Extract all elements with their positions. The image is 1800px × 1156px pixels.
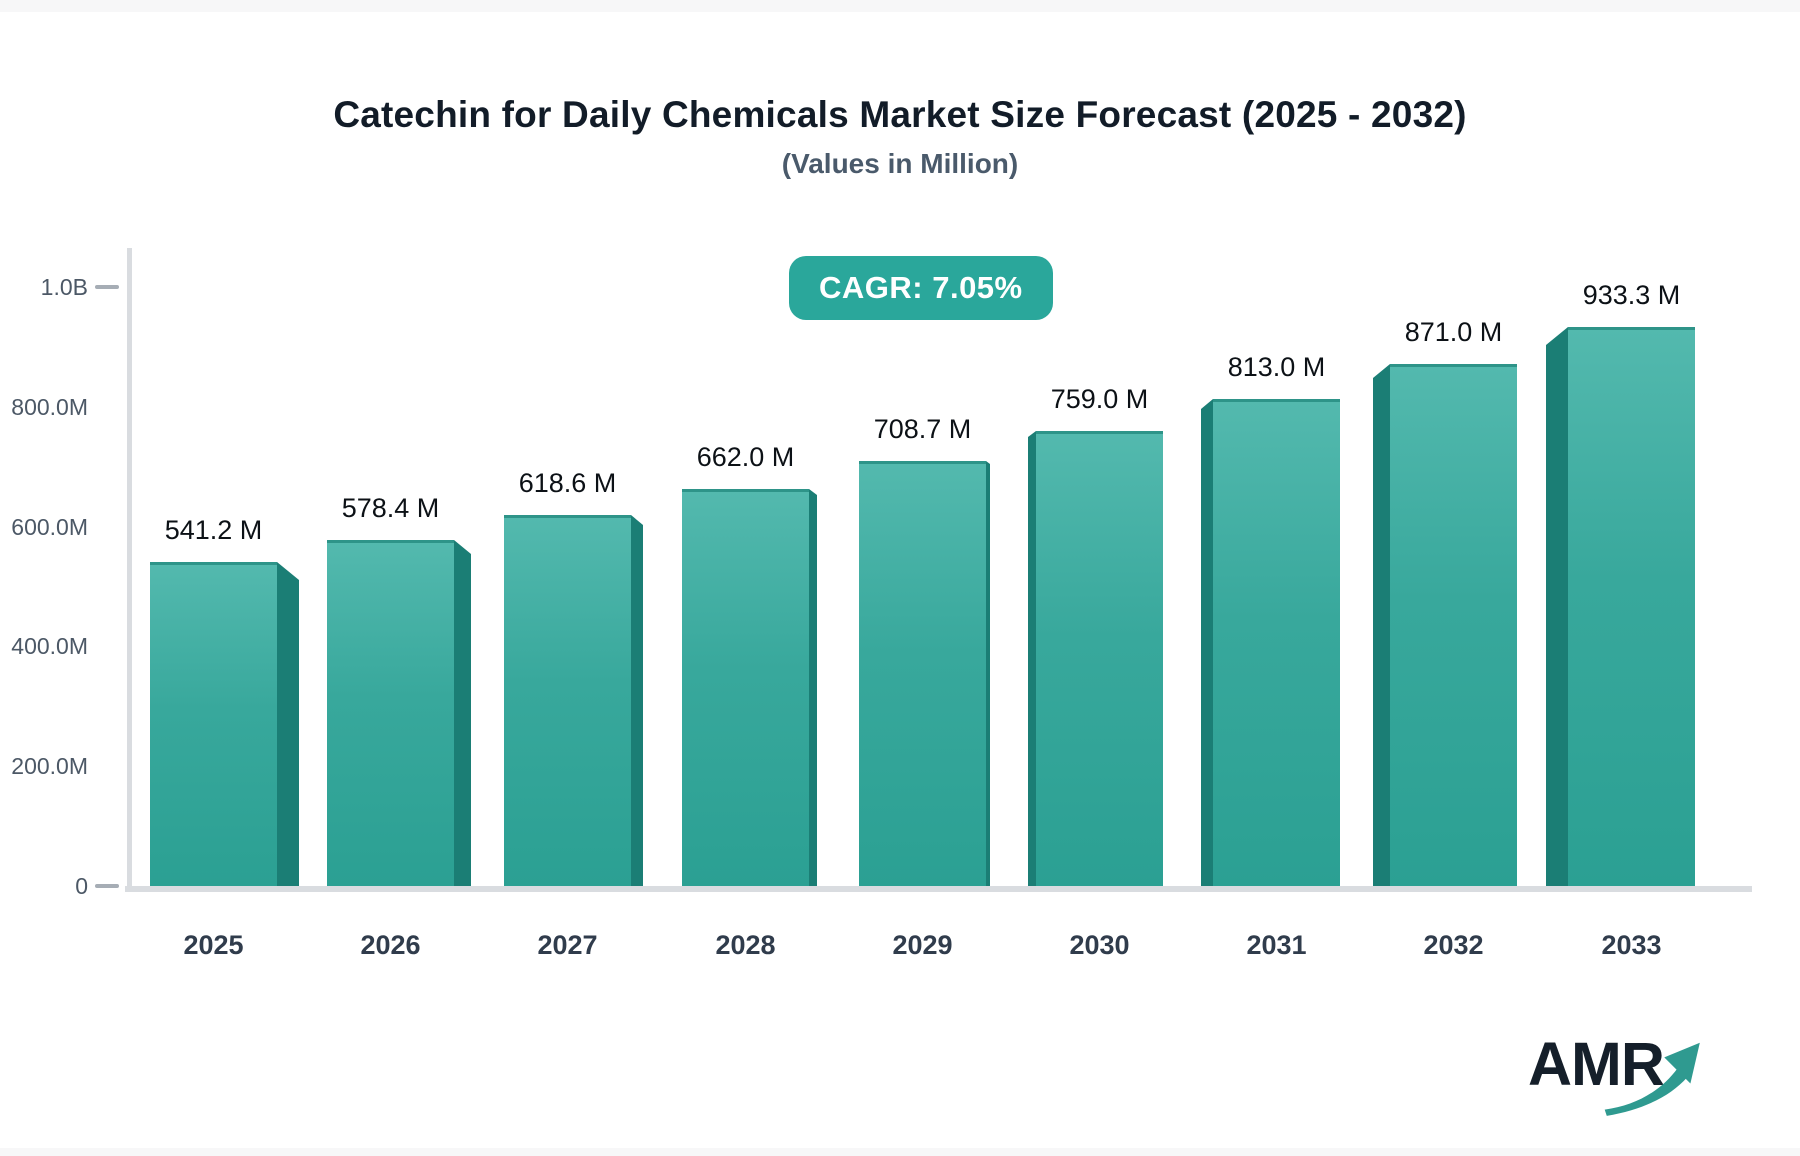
bar-value-label: 578.4 M <box>341 493 440 523</box>
bar-value-label: 541.2 M <box>164 515 263 545</box>
bar-side-face <box>1546 327 1568 886</box>
x-tick-label-2033: 2033 <box>1601 930 1662 960</box>
bar-side-face <box>1201 399 1213 886</box>
x-tick-label-2025: 2025 <box>183 930 244 960</box>
bar-2027[interactable] <box>504 515 631 886</box>
x-tick-label-2026: 2026 <box>360 930 421 960</box>
x-tick-label-2028: 2028 <box>715 930 776 960</box>
x-tick-label-2029: 2029 <box>892 930 953 960</box>
cagr-badge: CAGR: 7.05% <box>789 256 1053 320</box>
bar-side-face <box>986 461 990 886</box>
brand-logo: AMR <box>1528 1034 1718 1124</box>
bar-2033[interactable] <box>1568 327 1695 886</box>
y-tick-label: 200.0M <box>11 753 88 780</box>
y-tick-label: 600.0M <box>11 513 88 540</box>
chart-title: Catechin for Daily Chemicals Market Size… <box>333 94 1467 135</box>
y-tick-mark <box>95 285 119 289</box>
bar-value-label: 813.0 M <box>1227 352 1326 382</box>
bar-value-label: 933.3 M <box>1582 280 1681 310</box>
y-tick-label: 400.0M <box>11 633 88 660</box>
y-tick-label: 0 <box>75 873 88 899</box>
bar-side-face <box>1028 431 1036 886</box>
page-bottom-strip <box>0 1148 1800 1156</box>
bar-2026[interactable] <box>327 540 454 886</box>
page-top-strip <box>0 0 1800 12</box>
bar-value-label: 662.0 M <box>696 442 795 472</box>
bar-value-label: 759.0 M <box>1050 384 1149 414</box>
bar-2025[interactable] <box>150 562 277 886</box>
chart-subtitle: (Values in Million) <box>781 148 1019 179</box>
x-axis-line <box>125 886 1752 892</box>
bar-side-face <box>809 489 817 886</box>
bar-side-face <box>277 562 299 886</box>
y-tick-label: 800.0M <box>11 393 88 420</box>
y-axis-line <box>127 248 132 892</box>
bar-value-label: 618.6 M <box>518 468 617 498</box>
brand-logo-text: AMR <box>1528 1030 1665 1098</box>
bar-value-label: 708.7 M <box>873 414 972 444</box>
bar-2031[interactable] <box>1213 399 1340 886</box>
bar-side-face <box>631 515 643 886</box>
growth-arrow-icon <box>1604 1042 1700 1116</box>
x-tick-label-2027: 2027 <box>537 930 598 960</box>
bar-value-label: 871.0 M <box>1404 317 1503 347</box>
bar-side-face <box>1373 364 1390 886</box>
x-tick-label-2032: 2032 <box>1423 930 1484 960</box>
x-tick-label-2031: 2031 <box>1246 930 1307 960</box>
bar-2032[interactable] <box>1390 364 1517 886</box>
y-tick-label: 1.0B <box>40 274 88 300</box>
bar-side-face <box>454 540 471 886</box>
y-tick-mark <box>95 884 119 888</box>
bar-2029[interactable] <box>859 461 986 886</box>
x-tick-label-2030: 2030 <box>1069 930 1130 960</box>
bar-2028[interactable] <box>682 489 809 886</box>
bar-2030[interactable] <box>1036 431 1163 886</box>
